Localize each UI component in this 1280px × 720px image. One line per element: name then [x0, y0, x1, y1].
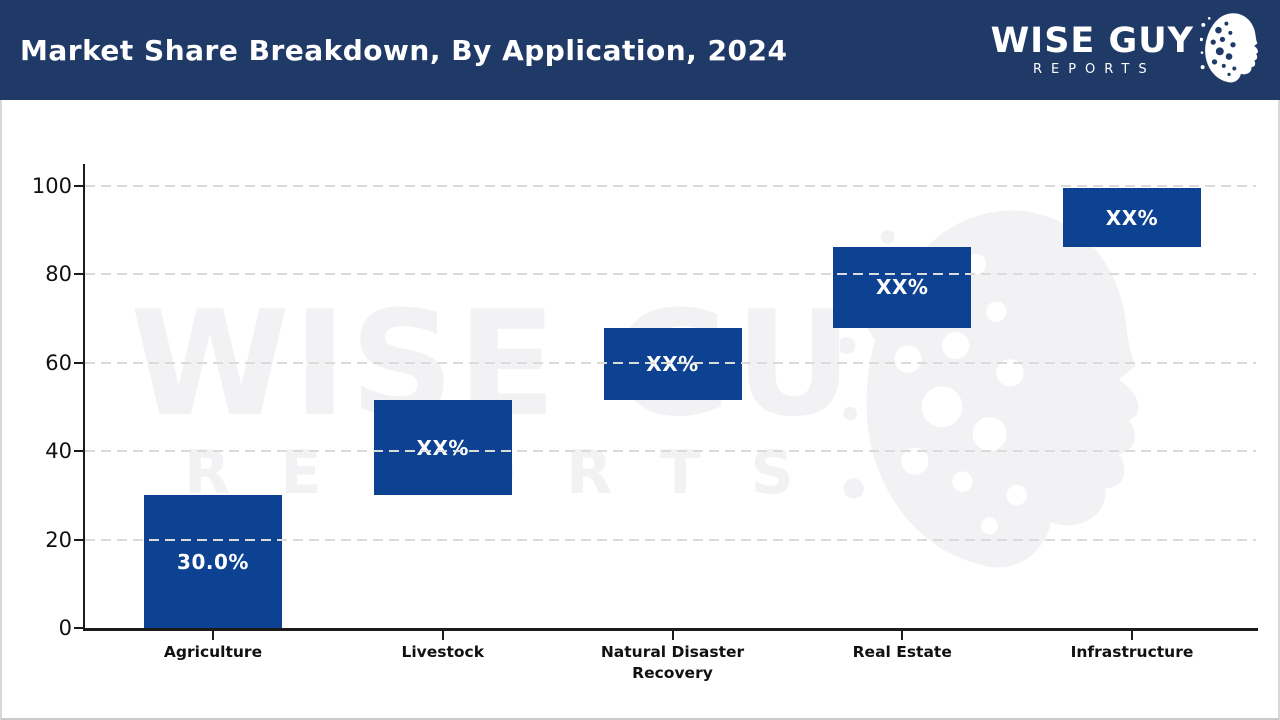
- y-tick-label: 80: [45, 262, 72, 286]
- bar: XX%: [373, 400, 512, 496]
- y-tick: [74, 273, 83, 275]
- y-tick-label: 40: [45, 439, 72, 463]
- x-axis: [83, 628, 1258, 631]
- bar: XX%: [1063, 188, 1201, 247]
- y-tick: [74, 184, 83, 187]
- y-tick-label: 60: [45, 350, 72, 375]
- gridline: [85, 538, 1256, 541]
- header-bar: Market Share Breakdown, By Application, …: [0, 0, 1280, 100]
- gridline: [85, 450, 1256, 452]
- bar: XX%: [833, 247, 972, 328]
- chart-area: WISE GUY REPORTS 30.0% XX% XX% XX% XX% 0 20 40…: [0, 100, 1280, 720]
- y-tick-label: 100: [31, 173, 72, 198]
- bar-value-label: XX%: [646, 352, 699, 377]
- gridline: [85, 273, 1256, 275]
- wiseguy-head-icon: [1200, 13, 1258, 83]
- x-category-label: Natural Disaster Recovery: [600, 643, 745, 682]
- gridline: [85, 361, 1256, 364]
- bar-value-label: XX%: [416, 435, 469, 460]
- x-category-label: Livestock: [401, 643, 485, 661]
- logo-text: WISE GUY REPORTS: [990, 20, 1194, 77]
- bar: 30.0%: [144, 495, 282, 628]
- bar: XX%: [603, 327, 742, 401]
- watermark-wordmark: WISE GUY: [130, 280, 964, 449]
- x-tick: [901, 631, 904, 640]
- x-category-label: Infrastructure: [1070, 643, 1194, 661]
- watermark-subtitle: REPORTS: [184, 438, 844, 508]
- x-category-label: Agriculture: [163, 643, 263, 661]
- x-tick: [212, 631, 214, 640]
- x-tick: [671, 631, 674, 640]
- gridline: [85, 184, 1256, 187]
- x-tick: [1131, 631, 1133, 640]
- y-tick: [74, 538, 83, 541]
- y-tick-label: 20: [45, 527, 72, 552]
- logo-subtitle: REPORTS: [1032, 61, 1156, 77]
- y-axis: [83, 164, 85, 631]
- bar-value-label: 30.0%: [177, 549, 249, 574]
- x-category-label: Real Estate: [852, 643, 952, 661]
- bar-value-label: XX%: [1105, 205, 1159, 230]
- y-tick: [74, 450, 83, 452]
- bar-value-label: XX%: [876, 275, 929, 300]
- y-tick: [74, 361, 83, 364]
- page-title: Market Share Breakdown, By Application, …: [20, 33, 788, 67]
- y-tick-label: 0: [58, 616, 72, 640]
- logo-wordmark: WISE GUY: [990, 20, 1194, 61]
- wiseguy-logo: WISE GUY REPORTS: [991, 7, 1266, 93]
- x-tick: [441, 631, 444, 640]
- y-tick: [74, 627, 83, 629]
